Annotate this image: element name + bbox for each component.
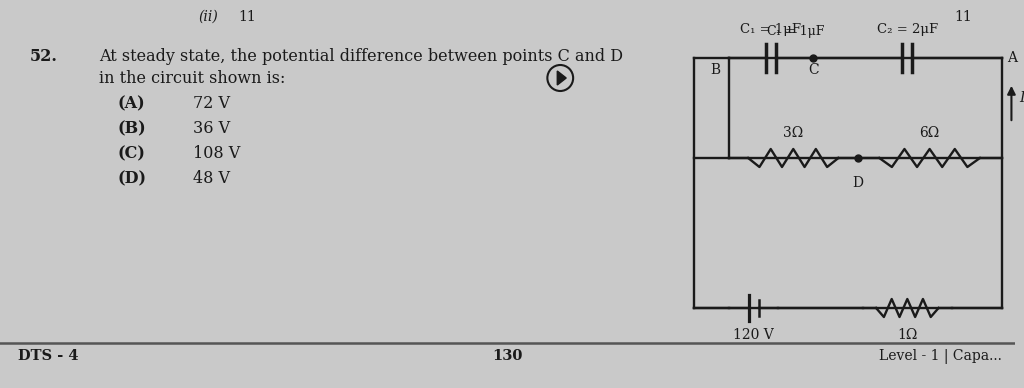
Text: (ii): (ii) (199, 10, 218, 24)
Text: 3Ω: 3Ω (783, 126, 804, 140)
Text: C: C (808, 63, 818, 77)
Text: ₁ = 1μF: ₁ = 1μF (776, 25, 824, 38)
Text: 120 V: 120 V (733, 328, 774, 342)
Text: B: B (711, 63, 721, 77)
Text: C₂ = 2μF: C₂ = 2μF (877, 23, 938, 36)
Text: 11: 11 (238, 10, 256, 24)
Text: 108 V: 108 V (194, 145, 241, 162)
Text: D: D (852, 176, 863, 190)
Text: (A): (A) (117, 95, 144, 112)
Text: in the circuit shown is:: in the circuit shown is: (99, 70, 286, 87)
Text: I: I (1019, 91, 1024, 105)
Text: (D): (D) (117, 170, 146, 187)
Text: 72 V: 72 V (194, 95, 230, 112)
Text: 11: 11 (954, 10, 972, 24)
Text: 130: 130 (493, 349, 523, 363)
Text: 52.: 52. (30, 48, 57, 65)
Text: Level - 1 | Capa...: Level - 1 | Capa... (879, 348, 1001, 364)
Text: 36 V: 36 V (194, 120, 230, 137)
Text: 48 V: 48 V (194, 170, 230, 187)
Text: 1Ω: 1Ω (897, 328, 918, 342)
Text: At steady state, the potential difference between points C and D: At steady state, the potential differenc… (99, 48, 624, 65)
Text: C₁ = 1μF: C₁ = 1μF (740, 23, 802, 36)
Text: DTS - 4: DTS - 4 (17, 349, 79, 363)
Text: A: A (1008, 51, 1018, 65)
Text: (C): (C) (117, 145, 144, 162)
Text: C: C (766, 25, 776, 38)
Text: (B): (B) (117, 120, 145, 137)
Polygon shape (557, 71, 566, 85)
Text: 6Ω: 6Ω (920, 126, 940, 140)
